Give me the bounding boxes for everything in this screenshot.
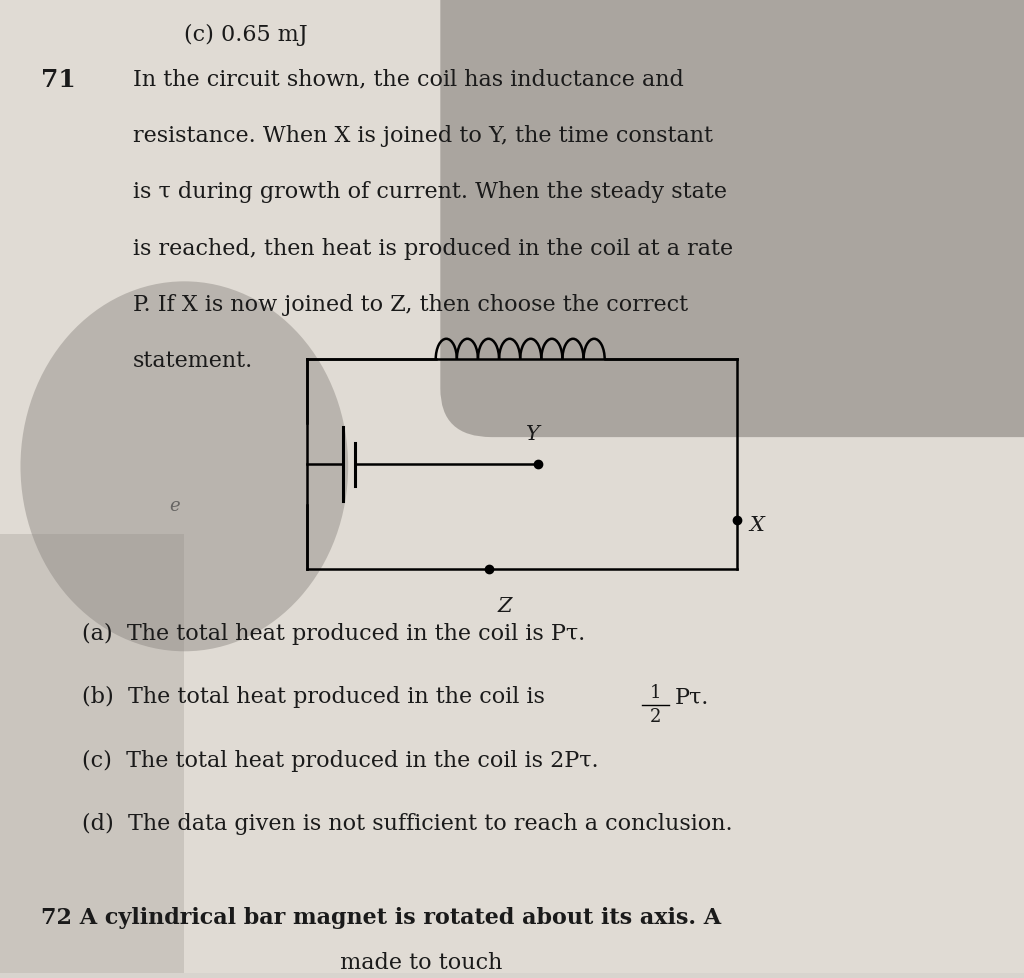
Text: (c)  The total heat produced in the coil is 2Pτ.: (c) The total heat produced in the coil … bbox=[82, 749, 599, 771]
FancyBboxPatch shape bbox=[440, 0, 1024, 438]
FancyBboxPatch shape bbox=[0, 535, 184, 972]
Text: (c) 0.65 mJ: (c) 0.65 mJ bbox=[184, 24, 308, 46]
Text: e: e bbox=[169, 497, 179, 514]
Text: Y: Y bbox=[525, 424, 540, 443]
Text: In the circuit shown, the coil has inductance and: In the circuit shown, the coil has induc… bbox=[133, 68, 684, 90]
Ellipse shape bbox=[20, 282, 348, 651]
Text: resistance. When X is joined to Y, the time constant: resistance. When X is joined to Y, the t… bbox=[133, 124, 713, 147]
Text: 2: 2 bbox=[649, 707, 662, 725]
Text: statement.: statement. bbox=[133, 350, 253, 372]
Text: X: X bbox=[750, 515, 765, 535]
Text: P. If X is now joined to Z, then choose the correct: P. If X is now joined to Z, then choose … bbox=[133, 293, 688, 316]
Text: (b)  The total heat produced in the coil is: (b) The total heat produced in the coil … bbox=[82, 686, 552, 708]
Text: (d)  The data given is not sufficient to reach a conclusion.: (d) The data given is not sufficient to … bbox=[82, 812, 732, 834]
Text: 71: 71 bbox=[41, 68, 76, 92]
Text: Pτ.: Pτ. bbox=[675, 686, 710, 708]
Text: 1: 1 bbox=[649, 684, 662, 701]
Text: Z: Z bbox=[498, 597, 512, 615]
Text: is reached, then heat is produced in the coil at a rate: is reached, then heat is produced in the… bbox=[133, 238, 733, 259]
Text: 72 A cylindrical bar magnet is rotated about its axis. A: 72 A cylindrical bar magnet is rotated a… bbox=[41, 907, 721, 928]
Text: (a)  The total heat produced in the coil is Pτ.: (a) The total heat produced in the coil … bbox=[82, 622, 585, 645]
Text: is τ during growth of current. When the steady state: is τ during growth of current. When the … bbox=[133, 181, 727, 202]
Text: made to touch: made to touch bbox=[41, 952, 503, 973]
